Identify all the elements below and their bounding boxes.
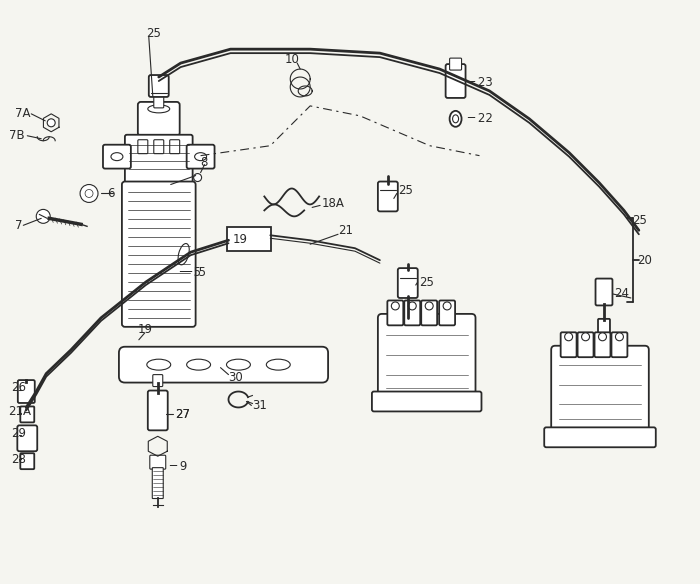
Ellipse shape <box>148 105 169 113</box>
FancyBboxPatch shape <box>561 332 577 357</box>
FancyBboxPatch shape <box>544 427 656 447</box>
Ellipse shape <box>178 244 189 265</box>
FancyBboxPatch shape <box>122 182 195 327</box>
Ellipse shape <box>111 152 123 161</box>
Text: 24: 24 <box>614 287 629 301</box>
Text: 19: 19 <box>232 233 248 246</box>
FancyBboxPatch shape <box>228 227 272 251</box>
FancyBboxPatch shape <box>378 182 398 211</box>
Text: 27: 27 <box>175 408 190 421</box>
FancyBboxPatch shape <box>378 314 475 401</box>
Circle shape <box>582 333 589 341</box>
Text: 20: 20 <box>637 253 652 267</box>
FancyBboxPatch shape <box>149 75 169 97</box>
Text: ─  5: ─ 5 <box>178 266 201 279</box>
Ellipse shape <box>266 359 290 370</box>
Text: 21: 21 <box>338 224 353 237</box>
FancyBboxPatch shape <box>154 92 164 108</box>
FancyBboxPatch shape <box>594 332 610 357</box>
Circle shape <box>47 119 55 127</box>
FancyBboxPatch shape <box>138 140 148 154</box>
FancyBboxPatch shape <box>421 300 438 325</box>
FancyBboxPatch shape <box>187 145 214 169</box>
Ellipse shape <box>147 359 171 370</box>
Text: 28: 28 <box>11 453 26 465</box>
Text: ─ 22: ─ 22 <box>468 112 493 126</box>
Text: 7B: 7B <box>9 129 25 142</box>
Circle shape <box>408 302 416 310</box>
FancyBboxPatch shape <box>169 140 180 154</box>
Circle shape <box>565 333 573 341</box>
Text: 6: 6 <box>107 187 115 200</box>
FancyBboxPatch shape <box>449 58 461 70</box>
Text: ─ 9: ─ 9 <box>169 460 187 472</box>
FancyBboxPatch shape <box>119 347 328 383</box>
Text: ─  5: ─ 5 <box>183 266 206 279</box>
FancyBboxPatch shape <box>596 279 612 305</box>
FancyBboxPatch shape <box>18 380 35 403</box>
Circle shape <box>194 173 202 182</box>
Text: 7: 7 <box>15 219 23 232</box>
Text: 7A: 7A <box>15 107 31 120</box>
Ellipse shape <box>227 359 251 370</box>
Circle shape <box>443 302 451 310</box>
FancyBboxPatch shape <box>20 453 34 469</box>
Text: 18A: 18A <box>322 197 345 210</box>
FancyBboxPatch shape <box>598 319 610 339</box>
Text: 8: 8 <box>201 156 208 169</box>
Text: 19: 19 <box>138 324 153 336</box>
FancyBboxPatch shape <box>578 332 594 357</box>
Ellipse shape <box>195 152 206 161</box>
Circle shape <box>425 302 433 310</box>
Text: 21A: 21A <box>8 405 32 418</box>
Circle shape <box>615 333 624 341</box>
FancyBboxPatch shape <box>372 391 482 412</box>
Text: ─ 23: ─ 23 <box>468 77 493 89</box>
FancyBboxPatch shape <box>439 300 455 325</box>
FancyBboxPatch shape <box>103 145 131 169</box>
FancyBboxPatch shape <box>398 268 418 298</box>
FancyBboxPatch shape <box>551 346 649 439</box>
FancyBboxPatch shape <box>387 300 403 325</box>
FancyBboxPatch shape <box>405 300 420 325</box>
Text: 25: 25 <box>632 214 647 227</box>
Text: 30: 30 <box>228 371 243 384</box>
Text: 26: 26 <box>11 381 27 394</box>
Text: 10: 10 <box>285 53 300 65</box>
Text: 29: 29 <box>11 427 27 440</box>
FancyBboxPatch shape <box>125 135 192 186</box>
Circle shape <box>391 302 399 310</box>
Circle shape <box>598 333 606 341</box>
FancyBboxPatch shape <box>20 406 34 422</box>
FancyBboxPatch shape <box>154 140 164 154</box>
Circle shape <box>85 189 93 197</box>
Text: 31: 31 <box>253 399 267 412</box>
Text: 27: 27 <box>175 408 190 421</box>
Circle shape <box>36 210 50 223</box>
FancyBboxPatch shape <box>446 64 466 98</box>
Ellipse shape <box>453 115 459 123</box>
FancyBboxPatch shape <box>18 425 37 451</box>
Text: 25: 25 <box>398 184 413 197</box>
Text: 25: 25 <box>146 27 161 40</box>
Ellipse shape <box>449 111 461 127</box>
Text: 25: 25 <box>419 276 433 288</box>
FancyBboxPatch shape <box>148 391 168 430</box>
FancyBboxPatch shape <box>612 332 627 357</box>
FancyBboxPatch shape <box>153 374 162 387</box>
Ellipse shape <box>187 359 211 370</box>
FancyBboxPatch shape <box>153 468 163 499</box>
FancyBboxPatch shape <box>138 102 180 135</box>
Circle shape <box>80 185 98 203</box>
FancyBboxPatch shape <box>150 455 166 469</box>
